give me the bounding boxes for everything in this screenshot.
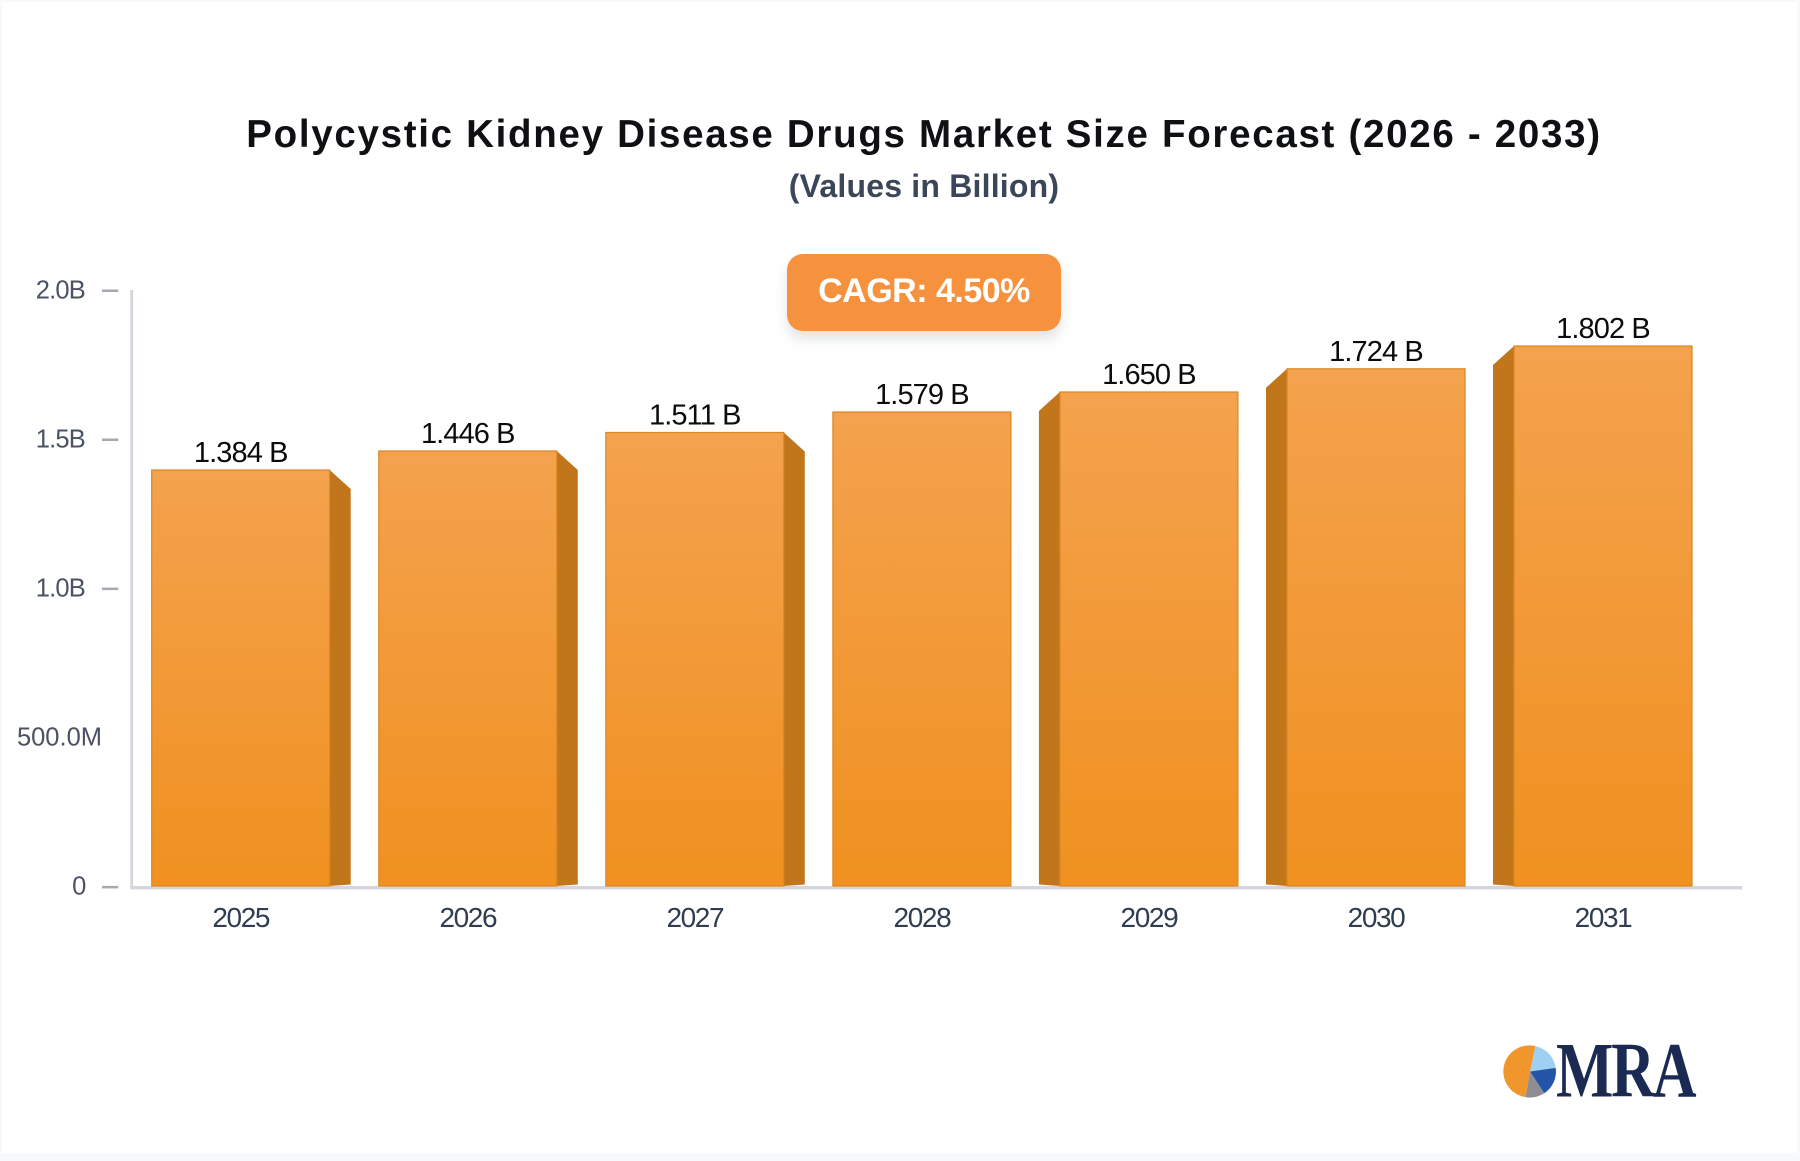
svg-text:1.724 B: 1.724 B bbox=[1329, 336, 1423, 368]
svg-text:MRA: MRA bbox=[1556, 1028, 1696, 1114]
svg-text:2026: 2026 bbox=[439, 902, 497, 933]
svg-text:0: 0 bbox=[72, 873, 86, 901]
svg-text:1.650 B: 1.650 B bbox=[1102, 359, 1196, 391]
svg-text:1.579 B: 1.579 B bbox=[875, 379, 969, 411]
svg-text:1.5B: 1.5B bbox=[36, 426, 85, 454]
svg-text:500.0M: 500.0M bbox=[17, 724, 102, 752]
svg-text:2.0B: 2.0B bbox=[36, 277, 85, 305]
svg-text:2025: 2025 bbox=[212, 902, 270, 933]
svg-text:2027: 2027 bbox=[666, 902, 724, 933]
svg-text:1.384 B: 1.384 B bbox=[194, 437, 288, 469]
svg-text:1.0B: 1.0B bbox=[36, 575, 85, 603]
svg-text:1.802 B: 1.802 B bbox=[1556, 313, 1650, 345]
svg-text:(Values in Billion): (Values in Billion) bbox=[789, 168, 1060, 204]
svg-text:2031: 2031 bbox=[1575, 902, 1633, 933]
svg-text:Polycystic Kidney Disease Drug: Polycystic Kidney Disease Drugs Market S… bbox=[246, 113, 1601, 156]
svg-text:2030: 2030 bbox=[1348, 902, 1406, 933]
svg-text:1.446 B: 1.446 B bbox=[421, 418, 515, 450]
svg-text:CAGR: 4.50%: CAGR: 4.50% bbox=[818, 272, 1030, 310]
svg-text:1.511 B: 1.511 B bbox=[649, 400, 741, 432]
svg-text:2028: 2028 bbox=[894, 902, 952, 933]
svg-text:2029: 2029 bbox=[1121, 902, 1179, 933]
